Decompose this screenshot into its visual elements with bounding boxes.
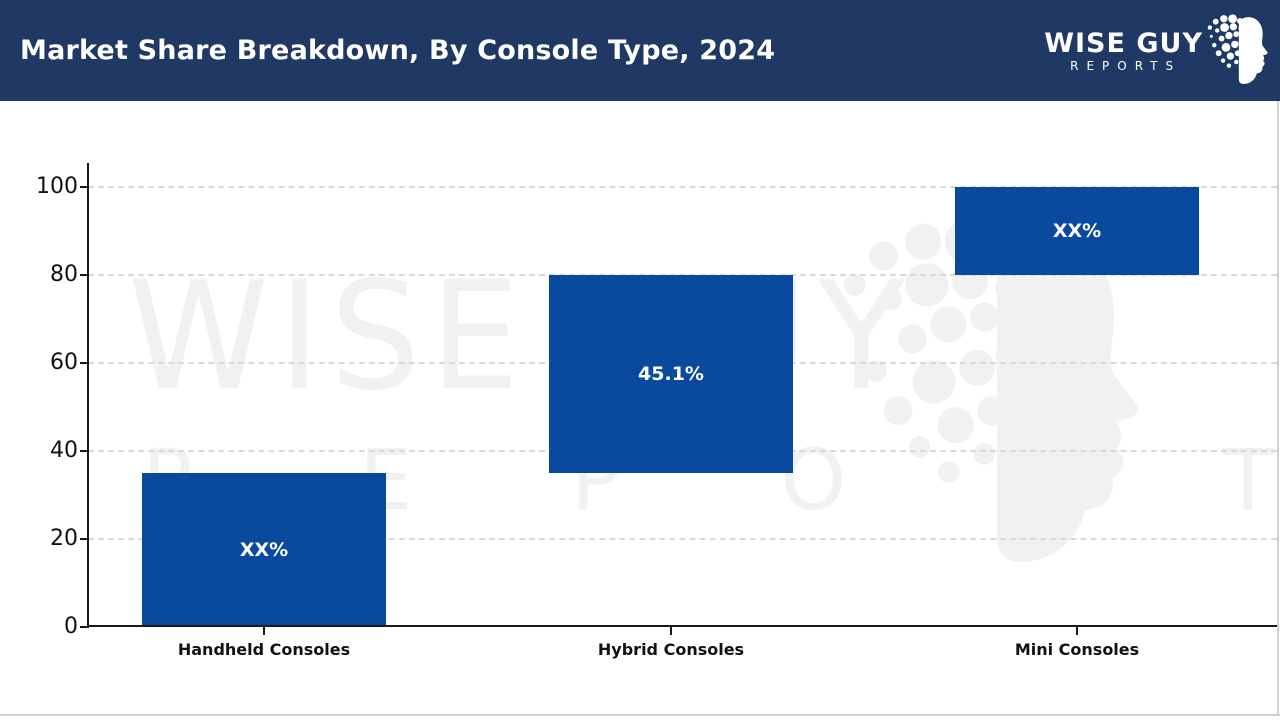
x-axis-line bbox=[87, 625, 1277, 627]
brand-logo-text: WISE GUY REPORTS bbox=[1044, 30, 1203, 72]
brand-wordmark: WISE GUY bbox=[1044, 27, 1203, 59]
y-tick-label-60: 60 bbox=[50, 350, 78, 375]
brand-head-icon bbox=[1207, 13, 1268, 84]
y-tick-label-100: 100 bbox=[36, 174, 78, 199]
y-tick-label-80: 80 bbox=[50, 262, 78, 287]
bar-1: XX% bbox=[142, 473, 386, 627]
y-tick-mark-60 bbox=[80, 362, 88, 364]
y-tick-mark-80 bbox=[80, 274, 88, 276]
gridline-20 bbox=[88, 538, 1277, 540]
card-border-right bbox=[1277, 101, 1279, 715]
y-tick-label-0: 0 bbox=[64, 614, 78, 639]
y-axis-line bbox=[87, 163, 89, 628]
x-category-label-3: Mini Consoles bbox=[1014, 640, 1140, 659]
gridline-100 bbox=[88, 186, 1277, 188]
y-tick-mark-40 bbox=[80, 450, 88, 452]
y-tick-mark-0 bbox=[80, 626, 88, 628]
bar-value-label-1: XX% bbox=[239, 539, 289, 561]
chart-title: Market Share Breakdown, By Console Type,… bbox=[20, 35, 776, 66]
brand-logo: WISE GUY REPORTS bbox=[1044, 0, 1270, 101]
y-tick-mark-100 bbox=[80, 186, 88, 188]
x-category-label-1: Handheld Consoles bbox=[177, 640, 351, 659]
card-border-bottom bbox=[0, 714, 1280, 716]
y-tick-label-40: 40 bbox=[50, 438, 78, 463]
y-tick-label-20: 20 bbox=[50, 526, 78, 551]
x-tick-mark-1 bbox=[263, 627, 265, 635]
bar-value-label-3: XX% bbox=[1052, 219, 1102, 242]
x-category-label-2: Hybrid Consoles bbox=[597, 640, 745, 659]
watermark-wordmark: WISE GUY bbox=[128, 250, 915, 424]
bar-value-label-2: 45.1% bbox=[638, 362, 704, 385]
x-tick-mark-3 bbox=[1076, 627, 1078, 635]
bar-2: 45.1% bbox=[549, 274, 793, 473]
bar-3: XX% bbox=[955, 187, 1199, 275]
brand-reports-text: REPORTS bbox=[1070, 58, 1182, 73]
header-bar: Market Share Breakdown, By Console Type,… bbox=[0, 0, 1280, 101]
x-tick-mark-2 bbox=[670, 627, 672, 635]
y-tick-mark-20 bbox=[80, 538, 88, 540]
